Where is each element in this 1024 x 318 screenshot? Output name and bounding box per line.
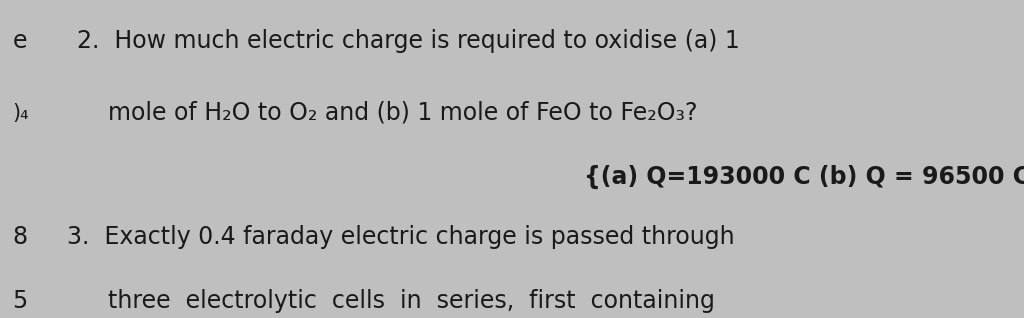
Text: )₄: )₄ [12,103,29,123]
Text: mole of H₂O to O₂ and (b) 1 mole of FeO to Fe₂O₃?: mole of H₂O to O₂ and (b) 1 mole of FeO … [108,101,697,125]
Text: 8: 8 [12,225,28,249]
Text: e: e [12,29,27,53]
Text: three  electrolytic  cells  in  series,  first  containing: three electrolytic cells in series, firs… [108,288,715,313]
Text: {(a) Q=193000 C (b) Q = 96500 C}: {(a) Q=193000 C (b) Q = 96500 C} [584,164,1024,189]
Text: 5: 5 [12,288,28,313]
Text: 3.  Exactly 0.4 faraday electric charge is passed through: 3. Exactly 0.4 faraday electric charge i… [67,225,734,249]
Text: 2.  How much electric charge is required to oxidise (a) 1: 2. How much electric charge is required … [77,29,739,53]
